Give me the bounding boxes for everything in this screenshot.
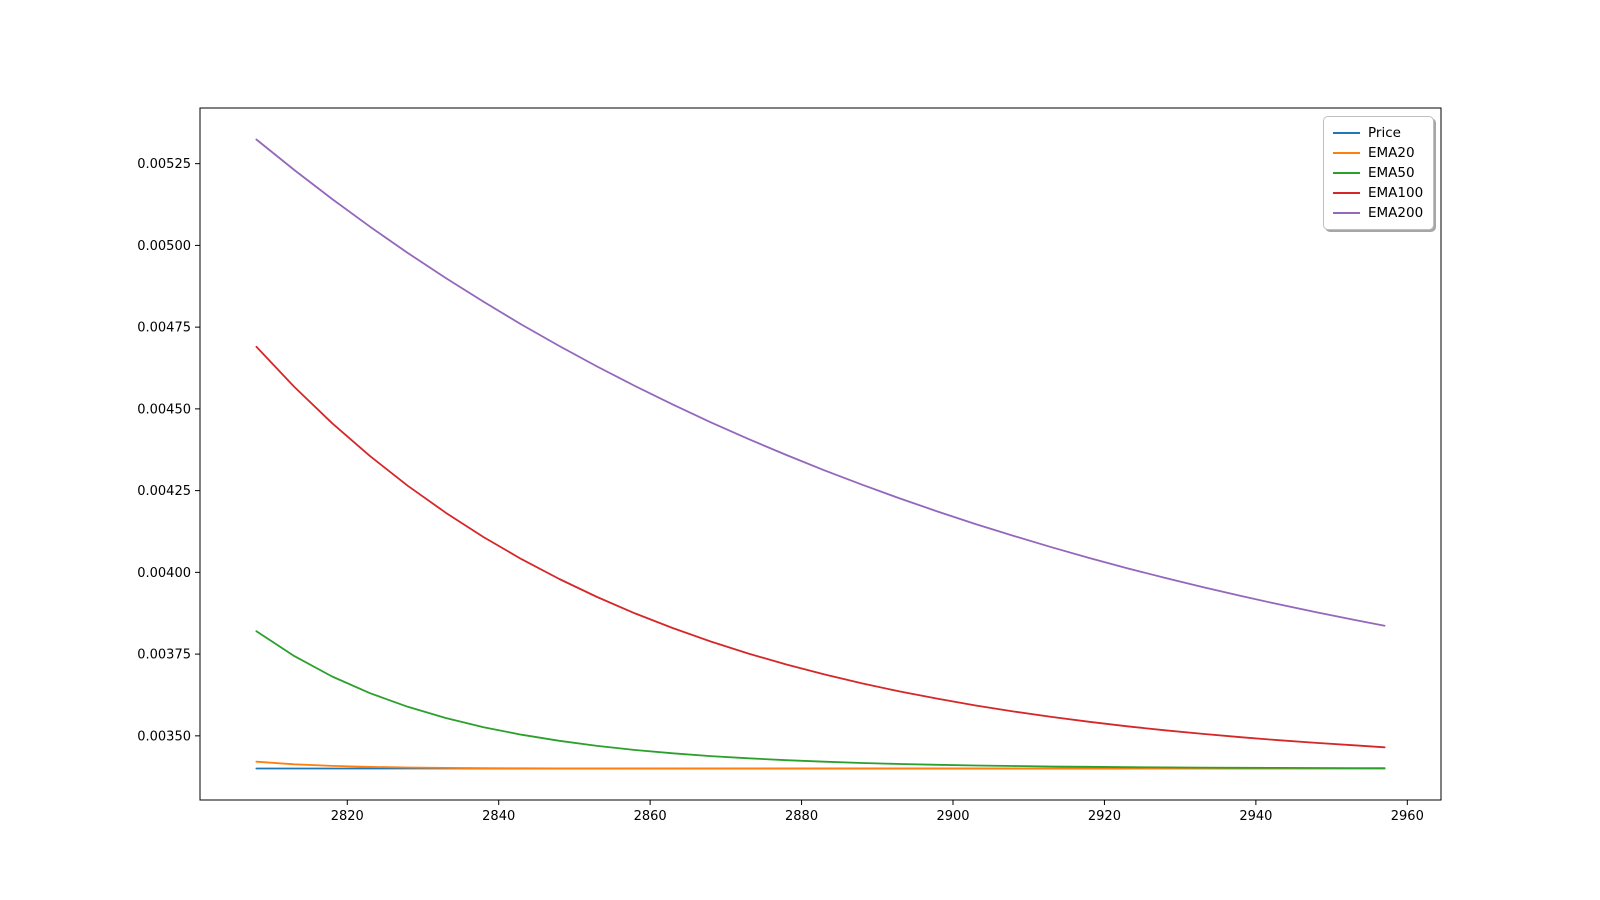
legend-line-sample	[1333, 152, 1360, 154]
legend-label: EMA20	[1368, 145, 1415, 161]
series-line-ema20	[255, 760, 1386, 770]
legend-label: EMA200	[1368, 205, 1424, 221]
x-tick-label: 2880	[785, 809, 818, 824]
y-tick-label: 0.00375	[137, 648, 191, 663]
x-tick-label: 2860	[634, 809, 667, 824]
x-tick-label: 2900	[936, 809, 969, 824]
y-tick-label: 0.00500	[137, 239, 191, 254]
legend-line-sample	[1333, 212, 1360, 214]
legend-label: EMA100	[1368, 185, 1424, 201]
series-line-ema200	[255, 138, 1386, 627]
plot-border	[199, 107, 1442, 801]
x-tick-label: 2820	[331, 809, 364, 824]
legend-entry: EMA100	[1333, 183, 1423, 203]
x-tick-label: 2940	[1239, 809, 1272, 824]
series-line-ema100	[255, 345, 1386, 749]
legend-line-sample	[1333, 172, 1360, 174]
legend-label: Price	[1368, 125, 1401, 141]
legend-line-sample	[1333, 192, 1360, 194]
x-tick-label: 2920	[1088, 809, 1121, 824]
y-tick-label: 0.00450	[137, 402, 191, 417]
y-tick-label: 0.00400	[137, 566, 191, 581]
legend-label: EMA50	[1368, 165, 1415, 181]
x-tick-label: 2840	[482, 809, 515, 824]
y-tick-label: 0.00525	[137, 157, 191, 172]
y-tick-label: 0.00475	[137, 321, 191, 336]
legend-entry: EMA20	[1333, 143, 1423, 163]
x-tick-label: 2960	[1391, 809, 1424, 824]
y-tick-label: 0.00425	[137, 484, 191, 499]
legend-entry: EMA200	[1333, 203, 1423, 223]
series-line-ema50	[255, 630, 1386, 770]
y-tick-label: 0.00350	[137, 729, 191, 744]
legend-line-sample	[1333, 132, 1360, 134]
legend: Price EMA20 EMA50 EMA100 EMA200	[1323, 116, 1435, 230]
legend-entry: EMA50	[1333, 163, 1423, 183]
legend-entry: Price	[1333, 123, 1423, 143]
